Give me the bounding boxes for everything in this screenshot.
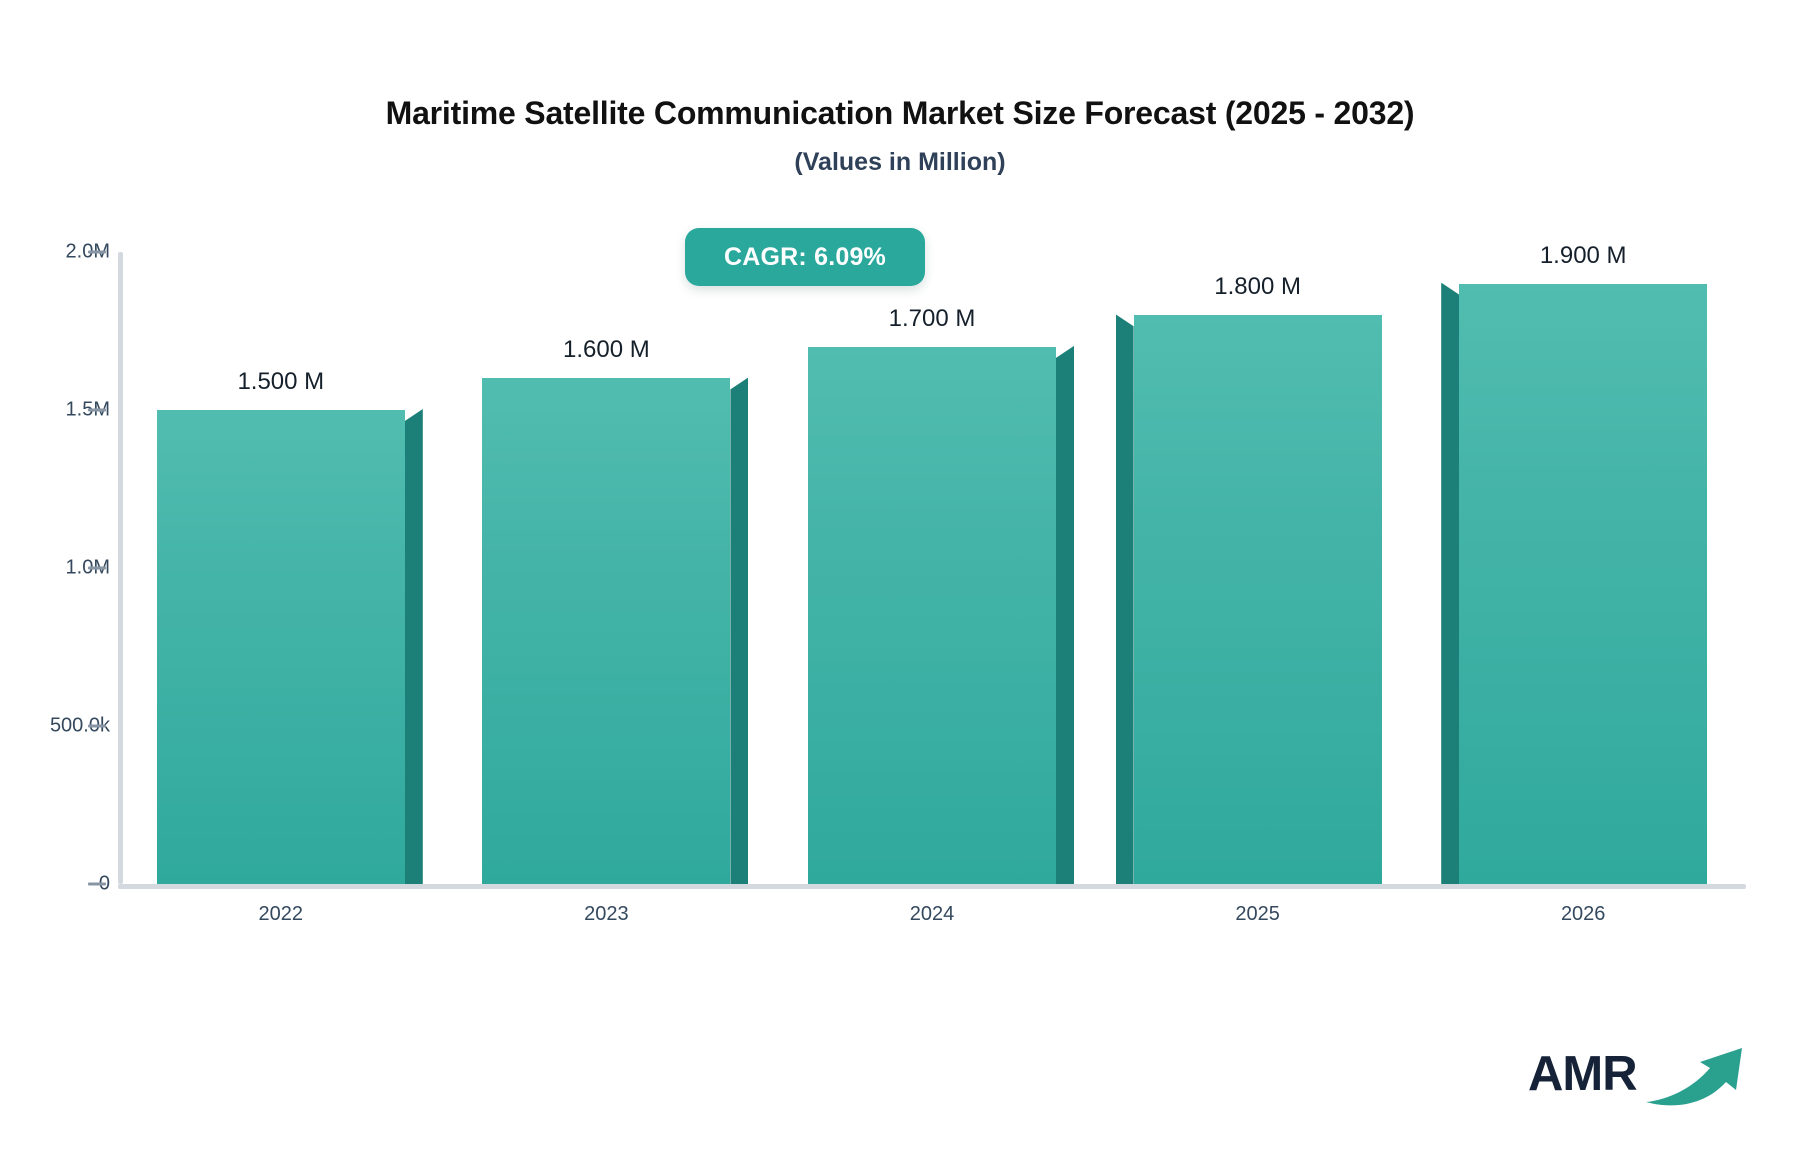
x-axis-tick-label: 2025 [1235,903,1280,925]
x-axis-tick-label: 2024 [909,903,955,925]
bar-front-face [156,410,405,884]
bar-front-face [1133,315,1382,884]
bar-side-face [1056,345,1074,884]
bar-value-label: 1.900 M [1539,241,1627,269]
bar-side-face [1441,282,1460,884]
amr-logo-text: AMR [1528,1047,1638,1101]
x-axis-tick-label: 2026 [1560,903,1606,925]
y-axis-tick-mark [88,882,106,886]
bar-value-label: 1.500 M [237,368,325,395]
y-axis-tick-mark [88,408,106,412]
bar-side-face [1115,314,1134,884]
bar-side-face [730,377,749,884]
y-axis-tick-label: 1.0M [65,556,110,579]
growth-arrow-icon [1638,1040,1758,1115]
bar[interactable]: 1.800 M [1115,273,1382,884]
y-axis-tick-mark [88,250,106,254]
x-axis-line [118,884,1746,889]
bar-front-face [482,378,731,884]
bar-side-face [404,409,423,884]
bar[interactable]: 1.600 M [482,336,749,884]
bar-front-face [808,346,1056,884]
cagr-badge-label: CAGR: 6.09% [724,242,886,271]
bar-value-label: 1.700 M [888,304,976,332]
y-axis-tick-label: 2.0M [65,240,110,263]
bar-front-face [1459,283,1708,884]
amr-logo: AMR [1528,1044,1758,1114]
x-axis-tick-label: 2022 [258,903,304,925]
bar-value-label: 1.800 M [1214,273,1301,301]
chart-title: Maritime Satellite Communication Market … [385,95,1415,131]
y-axis-line [118,252,123,884]
chart-subtitle: (Values in Million) [794,148,1006,176]
bar[interactable]: 1.500 M [156,368,423,884]
y-axis-tick-label: 1.5M [65,398,110,421]
cagr-badge: CAGR: 6.09% [685,228,925,286]
y-axis-tick-label: 500.0k [49,714,110,737]
y-axis-tick-mark [88,566,106,570]
x-axis-tick-label: 2023 [584,903,629,925]
y-axis-tick-mark [88,724,106,728]
bar[interactable]: 1.700 M [808,305,1074,884]
bar-value-label: 1.600 M [563,336,650,364]
bar[interactable]: 1.900 M [1441,242,1708,884]
plot-area: 1.500 M 1.600 M 1.700 M 1.800 M 1.900 M [118,242,1746,884]
